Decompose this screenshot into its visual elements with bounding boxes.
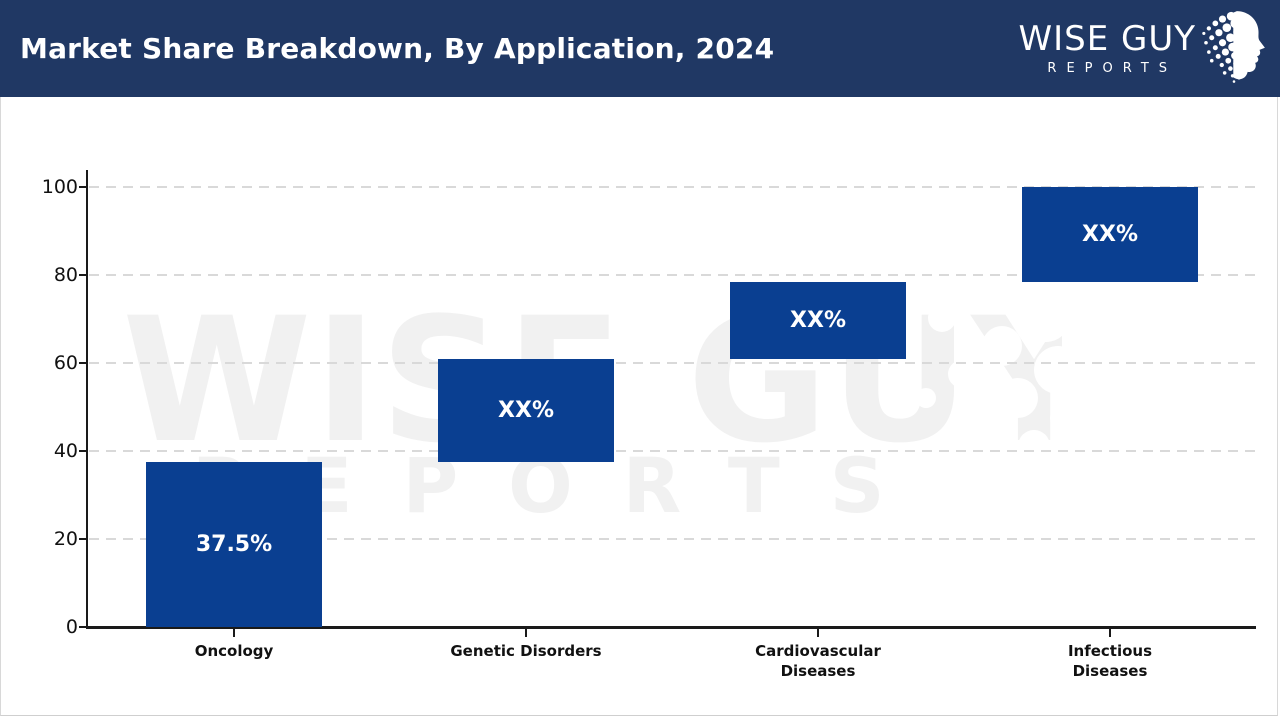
y-tick bbox=[79, 450, 88, 452]
y-axis-line bbox=[86, 170, 88, 629]
bar: XX% bbox=[438, 358, 614, 462]
logo-text: WISE GUY REPORTS bbox=[1018, 22, 1196, 76]
bar: 37.5% bbox=[146, 462, 322, 627]
wiseguy-logo: WISE GUY REPORTS bbox=[1018, 9, 1270, 88]
logo-wordmark: WISE GUY bbox=[1018, 18, 1196, 59]
x-axis-line bbox=[86, 626, 1256, 629]
bar-value-label: XX% bbox=[498, 397, 554, 423]
y-tick bbox=[79, 626, 88, 628]
gridline bbox=[89, 274, 1256, 276]
header: Market Share Breakdown, By Application, … bbox=[0, 0, 1280, 97]
x-tick-label: Genetic Disorders bbox=[450, 642, 602, 660]
y-tick bbox=[79, 362, 88, 364]
y-tick-label: 40 bbox=[53, 440, 78, 462]
y-tick-label: 20 bbox=[53, 528, 78, 550]
gridline bbox=[89, 538, 1256, 540]
bar: XX% bbox=[730, 281, 906, 359]
x-tick bbox=[817, 629, 819, 637]
gridline bbox=[89, 362, 1256, 364]
x-tick-label: Cardiovascular Diseases bbox=[755, 642, 881, 680]
x-tick bbox=[233, 629, 235, 637]
y-tick-label: 60 bbox=[53, 352, 78, 374]
y-tick bbox=[79, 538, 88, 540]
x-tick-label: Oncology bbox=[194, 642, 274, 660]
logo-face-icon bbox=[1202, 11, 1265, 83]
chart-title: Market Share Breakdown, By Application, … bbox=[20, 32, 775, 65]
y-tick-label: 80 bbox=[53, 264, 78, 286]
y-tick bbox=[79, 186, 88, 188]
x-tick-label: Infectious Diseases bbox=[1067, 642, 1153, 680]
x-tick bbox=[1109, 629, 1111, 637]
bar: XX% bbox=[1022, 187, 1198, 282]
gridline bbox=[89, 450, 1256, 452]
bar-value-label: XX% bbox=[1082, 221, 1138, 247]
bar-value-label: XX% bbox=[790, 307, 846, 333]
bar-value-label: 37.5% bbox=[195, 532, 273, 557]
y-tick-label: 100 bbox=[41, 176, 78, 198]
x-tick bbox=[525, 629, 527, 637]
logo-subtitle: REPORTS bbox=[1047, 60, 1178, 76]
gridline bbox=[89, 186, 1256, 188]
y-tick bbox=[79, 274, 88, 276]
y-tick-label: 0 bbox=[65, 616, 78, 638]
